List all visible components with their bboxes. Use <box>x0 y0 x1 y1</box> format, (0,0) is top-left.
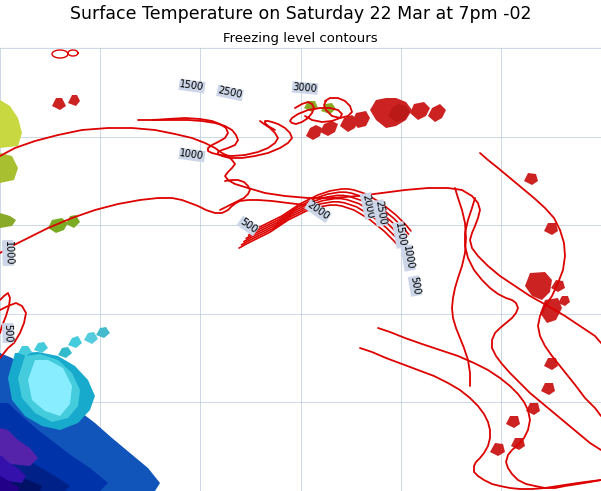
Polygon shape <box>541 383 555 395</box>
Text: 2500: 2500 <box>373 200 387 226</box>
Polygon shape <box>490 443 505 456</box>
Polygon shape <box>8 352 95 430</box>
Polygon shape <box>66 215 80 228</box>
Text: 2500: 2500 <box>217 85 243 101</box>
Text: 500: 500 <box>2 324 13 342</box>
Polygon shape <box>526 403 540 415</box>
Text: 500: 500 <box>237 217 258 235</box>
Polygon shape <box>544 223 558 235</box>
Polygon shape <box>0 473 42 491</box>
Polygon shape <box>0 456 26 483</box>
Text: 2000: 2000 <box>305 200 331 222</box>
Polygon shape <box>0 100 22 148</box>
Polygon shape <box>0 448 70 491</box>
Polygon shape <box>544 358 558 370</box>
Polygon shape <box>0 403 108 491</box>
Polygon shape <box>540 298 562 323</box>
Polygon shape <box>388 104 410 122</box>
Text: 500: 500 <box>409 276 421 296</box>
Polygon shape <box>0 213 16 228</box>
Text: 1500: 1500 <box>179 80 205 93</box>
Polygon shape <box>525 272 552 300</box>
Polygon shape <box>428 104 446 122</box>
Polygon shape <box>352 111 370 128</box>
Polygon shape <box>511 438 525 450</box>
Text: Freezing level contours: Freezing level contours <box>223 32 378 45</box>
Text: 1500: 1500 <box>393 222 407 248</box>
Text: 2000: 2000 <box>361 193 376 219</box>
Polygon shape <box>320 121 338 136</box>
Text: 1000: 1000 <box>2 241 13 266</box>
Text: Surface Temperature on Saturday 22 Mar at 7pm -02: Surface Temperature on Saturday 22 Mar a… <box>70 5 531 24</box>
Polygon shape <box>68 95 80 106</box>
Polygon shape <box>48 218 68 233</box>
Polygon shape <box>84 332 98 344</box>
Text: 1000: 1000 <box>179 148 205 162</box>
Polygon shape <box>370 98 412 128</box>
Polygon shape <box>18 346 32 356</box>
Polygon shape <box>52 98 66 110</box>
Polygon shape <box>0 476 20 491</box>
Polygon shape <box>558 296 570 306</box>
Polygon shape <box>0 428 38 466</box>
Polygon shape <box>58 347 72 358</box>
Polygon shape <box>28 360 72 416</box>
Polygon shape <box>551 280 565 292</box>
Polygon shape <box>0 353 160 491</box>
Polygon shape <box>410 102 430 120</box>
Polygon shape <box>306 125 322 140</box>
Text: 3000: 3000 <box>292 82 318 94</box>
Polygon shape <box>321 103 336 114</box>
Polygon shape <box>340 115 358 132</box>
Polygon shape <box>68 336 82 348</box>
Text: 1000: 1000 <box>401 245 415 271</box>
Polygon shape <box>0 153 18 183</box>
Polygon shape <box>304 101 318 112</box>
Polygon shape <box>34 342 48 353</box>
Polygon shape <box>506 416 520 428</box>
Polygon shape <box>524 173 538 185</box>
Polygon shape <box>96 327 110 338</box>
Polygon shape <box>18 354 80 422</box>
